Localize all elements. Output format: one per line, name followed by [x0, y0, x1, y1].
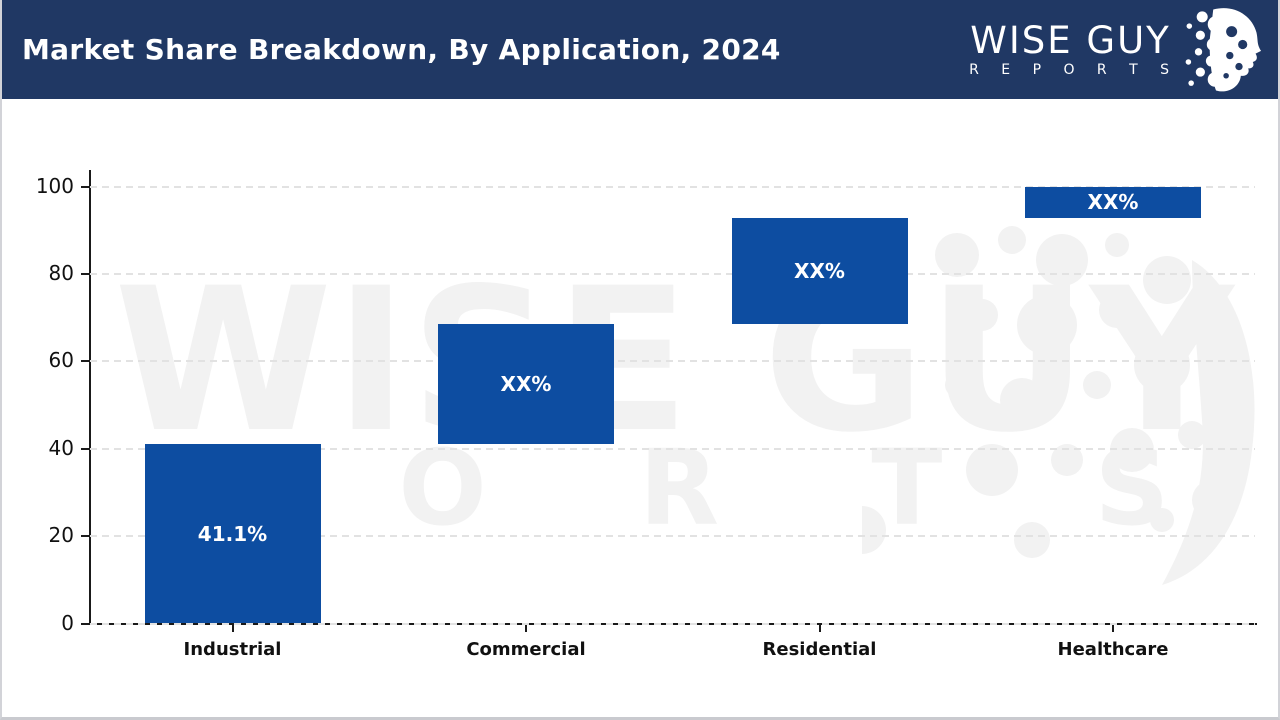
- y-gridline: [90, 360, 1255, 363]
- bar-residential: XX%: [731, 218, 908, 325]
- logo-head-icon: [1185, 7, 1262, 91]
- watermark-dots-head: [862, 226, 1255, 585]
- bar-value-label: XX%: [500, 372, 552, 396]
- bar-value-label: XX%: [794, 259, 845, 284]
- y-gridline: [90, 622, 1255, 625]
- bar-value-label: XX%: [1087, 190, 1139, 215]
- bar-healthcare: XX%: [1025, 186, 1201, 219]
- category-label-residential: Residential: [762, 639, 877, 660]
- y-tick: [81, 185, 89, 188]
- x-tick: [818, 625, 821, 632]
- y-tick: [81, 535, 89, 538]
- y-tick-label: 60: [48, 348, 74, 373]
- y-tick-label: 80: [48, 260, 74, 285]
- wise-guy-logo: WISE GUY R E P O R T S: [963, 4, 1278, 96]
- x-tick: [231, 625, 234, 632]
- y-tick-label: 100: [35, 173, 74, 198]
- y-tick: [81, 622, 89, 625]
- header-banner: Market Share Breakdown, By Application, …: [2, 0, 1278, 99]
- y-axis-line: [89, 170, 91, 625]
- bar-industrial: 41.1%: [144, 443, 321, 624]
- y-tick-label: 40: [48, 435, 74, 460]
- category-label-healthcare: Healthcare: [1057, 639, 1169, 660]
- x-tick: [525, 625, 527, 632]
- y-tick: [81, 360, 89, 363]
- y-tick-label: 20: [48, 523, 74, 548]
- y-gridline: [90, 535, 1255, 538]
- bar-commercial: XX%: [438, 324, 614, 444]
- y-gridline: [90, 447, 1255, 450]
- category-label-commercial: Commercial: [466, 639, 586, 660]
- category-label-industrial: Industrial: [183, 639, 282, 660]
- y-gridline: [90, 185, 1255, 188]
- logo-wordmark: WISE GUY R E P O R T S: [963, 22, 1178, 77]
- page-title: Market Share Breakdown, By Application, …: [22, 33, 781, 66]
- logo-line1: WISE GUY: [970, 19, 1171, 62]
- logo-line2: R E P O R T S: [969, 62, 1178, 78]
- y-tick: [81, 272, 89, 275]
- y-tick: [81, 447, 89, 450]
- x-tick: [1112, 625, 1114, 632]
- y-gridline: [90, 272, 1255, 275]
- bar-value-label: 41.1%: [197, 521, 268, 546]
- y-tick-label: 0: [61, 610, 74, 635]
